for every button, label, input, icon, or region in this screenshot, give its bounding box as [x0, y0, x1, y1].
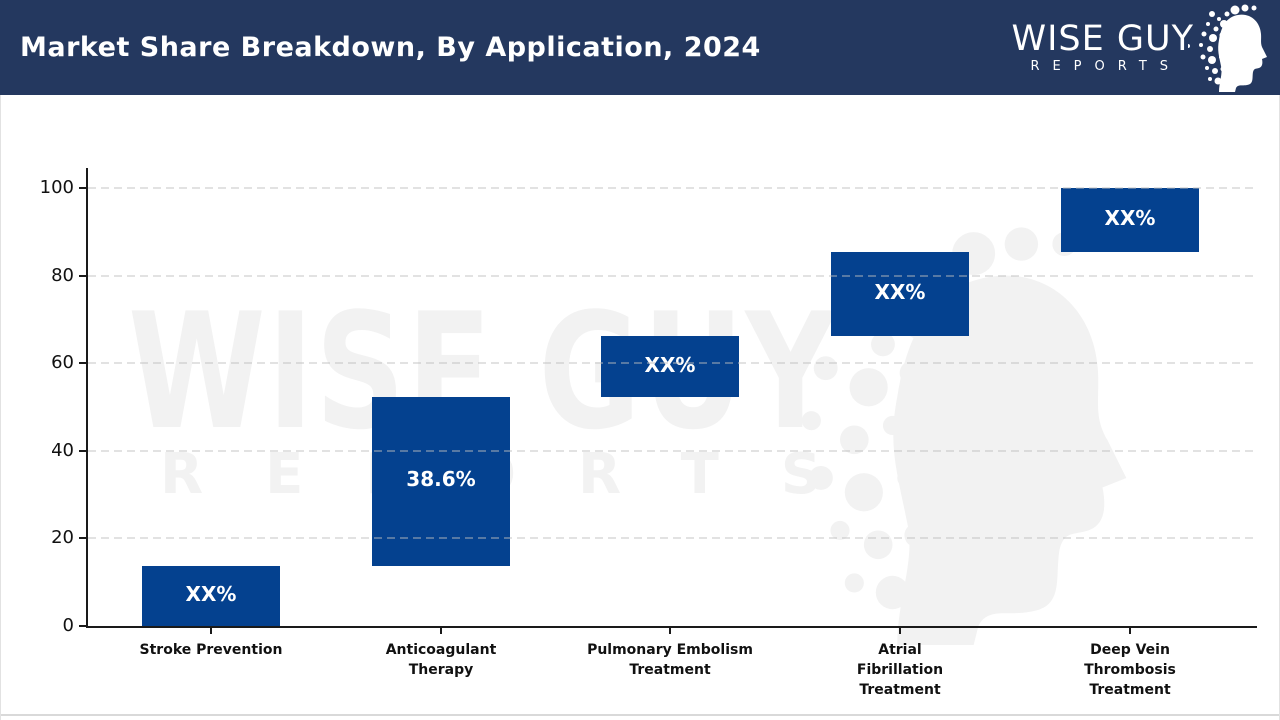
bar-segment: 38.6%: [372, 396, 510, 566]
y-tick-mark: [79, 537, 87, 540]
logo-wordmark: WISE GUY: [1011, 18, 1194, 59]
gridline: [88, 537, 1257, 540]
bar-value-label: XX%: [874, 280, 926, 305]
y-tick-label: 60: [51, 352, 74, 374]
gridline: [88, 274, 1257, 277]
category-label: Deep Vein Thrombosis Treatment: [1084, 642, 1176, 698]
bar-value-label: XX%: [185, 581, 237, 606]
y-tick-label: 40: [51, 439, 74, 461]
category-label: Atrial Fibrillation Treatment: [856, 642, 944, 698]
x-tick-mark: [440, 627, 442, 634]
x-tick-mark: [210, 627, 212, 634]
x-axis-spine: [86, 626, 1257, 628]
gridline: [88, 362, 1257, 365]
y-tick-label: 0: [62, 615, 74, 636]
bar-segment: XX%: [142, 565, 280, 626]
logo-head-icon: [1188, 4, 1267, 92]
bar-segment: XX%: [1061, 188, 1199, 253]
header-bar: Market Share Breakdown, By Application, …: [0, 0, 1280, 95]
bottom-divider: [0, 714, 1280, 716]
y-tick-mark: [79, 362, 87, 365]
y-tick-label: 80: [51, 264, 74, 286]
wise-guy-logo: WISE GUY REPORTS: [1011, 4, 1280, 92]
x-tick-mark: [899, 627, 901, 634]
x-tick-mark: [669, 627, 671, 634]
y-tick-label: 100: [39, 177, 74, 198]
x-tick-mark: [1129, 627, 1131, 634]
bar-segment: XX%: [601, 336, 739, 397]
y-tick-mark: [79, 625, 87, 627]
category-label: Stroke Prevention: [139, 642, 283, 658]
y-tick-mark: [79, 449, 87, 452]
y-tick-mark: [79, 274, 87, 277]
bar-value-label: 38.6%: [406, 467, 476, 492]
y-axis-spine: [86, 168, 88, 628]
y-tick-mark: [79, 187, 87, 189]
y-tick-label: 20: [51, 527, 74, 549]
bar-value-label: XX%: [1104, 206, 1156, 231]
category-label: Anticoagulant Therapy: [385, 642, 497, 678]
bar-segment: XX%: [831, 252, 969, 337]
page-title: Market Share Breakdown, By Application, …: [20, 32, 761, 63]
logo-text: WISE GUY REPORTS: [1011, 21, 1194, 75]
gridline: [88, 449, 1257, 452]
category-label: Pulmonary Embolism Treatment: [587, 642, 753, 678]
bar-value-label: XX%: [644, 352, 696, 377]
gridline: [88, 187, 1257, 189]
logo-subtitle: REPORTS: [1030, 58, 1182, 74]
left-divider: [0, 95, 1, 720]
